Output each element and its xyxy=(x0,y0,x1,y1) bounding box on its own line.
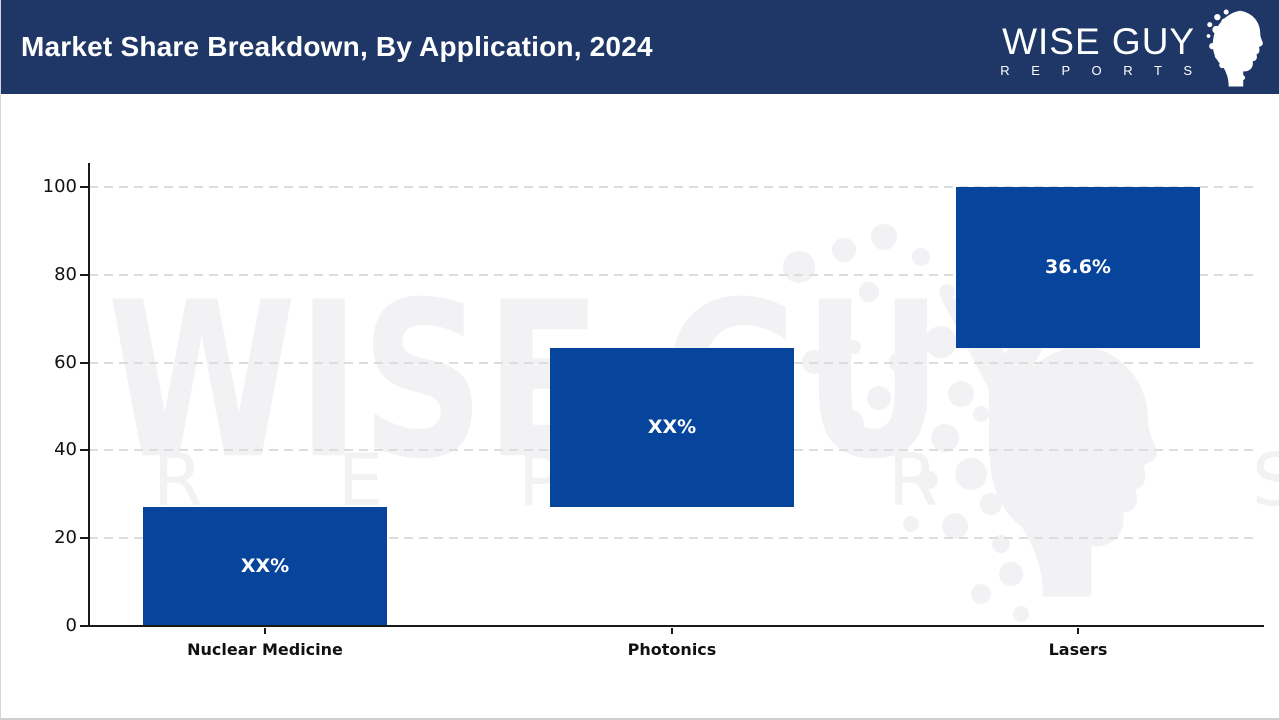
logo-head-icon xyxy=(1206,9,1263,87)
y-tick-label: 100 xyxy=(42,176,77,197)
y-axis-tick xyxy=(80,449,89,452)
wise-guy-logo: WISE GUY R E P O R T S xyxy=(996,6,1267,90)
bar-lasers: 36.6% xyxy=(956,187,1200,348)
bar-nuclear-medicine: XX% xyxy=(143,506,387,626)
logo-text: WISE GUY R E P O R T S xyxy=(996,23,1201,78)
x-axis-line xyxy=(88,625,1264,627)
y-tick-label: 40 xyxy=(54,439,77,461)
grid-line xyxy=(89,273,1257,276)
y-axis-tick xyxy=(80,537,89,540)
x-tick-label: Lasers xyxy=(1048,640,1108,659)
bar-photonics: XX% xyxy=(550,347,794,507)
x-axis-tick xyxy=(264,628,266,634)
logo-wordmark: WISE GUY xyxy=(1002,20,1196,62)
grid-line xyxy=(89,186,1257,188)
x-tick-label: Nuclear Medicine xyxy=(187,640,343,659)
header: Market Share Breakdown, By Application, … xyxy=(1,0,1279,94)
page-title: Market Share Breakdown, By Application, … xyxy=(21,31,653,62)
x-axis-tick xyxy=(1077,628,1079,634)
bar-chart: WISE GUY R E P O R T S 020406080100XX%Nu… xyxy=(1,94,1279,718)
y-tick-label: 20 xyxy=(54,527,77,549)
bar-value-label: XX% xyxy=(240,555,290,578)
y-axis-tick xyxy=(80,273,89,276)
x-axis-tick xyxy=(671,628,673,634)
bar-value-label: 36.6% xyxy=(1045,256,1111,279)
y-axis-tick xyxy=(80,625,89,627)
y-axis-tick xyxy=(80,186,89,188)
x-tick-label: Photonics xyxy=(627,640,717,659)
y-tick-label: 80 xyxy=(54,263,77,285)
grid-line xyxy=(89,537,1257,540)
y-axis-line xyxy=(88,163,90,627)
bar-value-label: XX% xyxy=(647,416,697,439)
y-axis-tick xyxy=(80,361,89,364)
y-tick-label: 0 xyxy=(65,615,77,636)
y-tick-label: 60 xyxy=(54,351,77,373)
logo-subtext: R E P O R T S xyxy=(1000,62,1201,78)
